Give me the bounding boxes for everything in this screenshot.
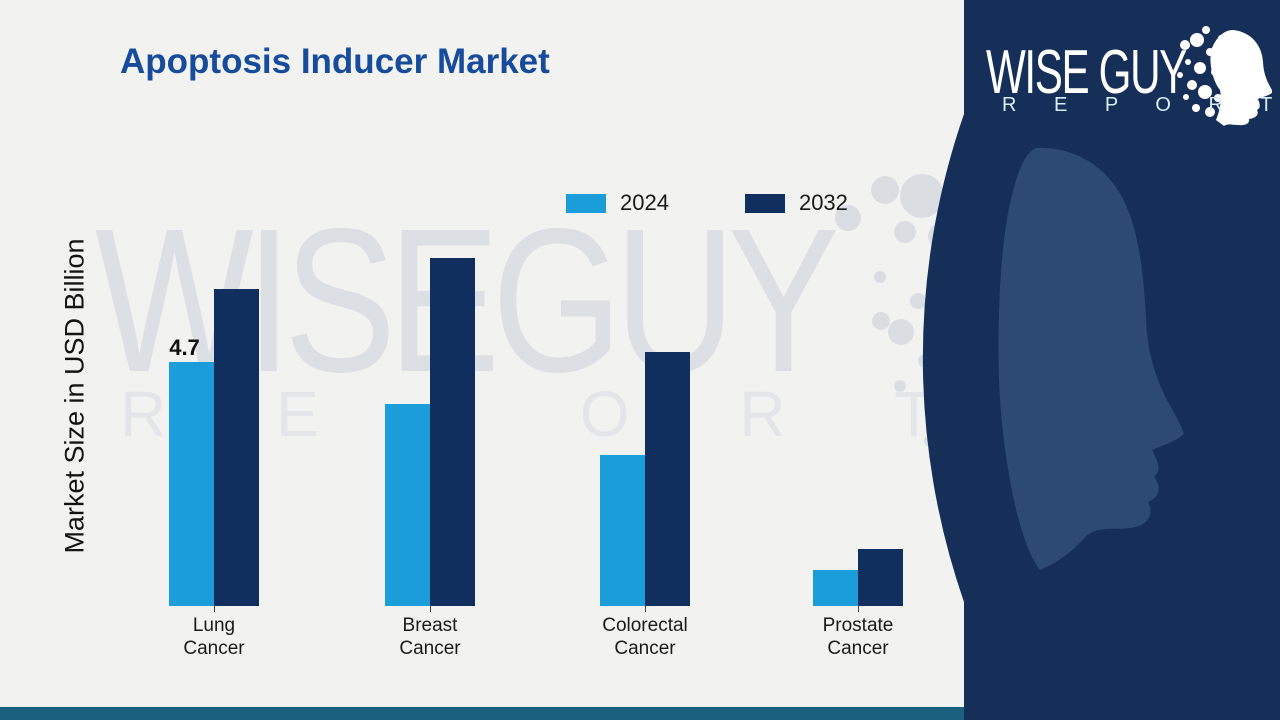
bar-lung-cancer-2024	[169, 362, 214, 606]
bar-colorectal-cancer-2024	[600, 455, 645, 606]
bar-lung-cancer-2032	[214, 289, 259, 606]
x-tick-breast-cancer	[430, 606, 431, 612]
category-label-colorectal-cancer: Colorectal Cancer	[602, 615, 688, 659]
category-label-prostate-cancer: Prostate Cancer	[822, 615, 894, 659]
x-tick-colorectal-cancer	[645, 606, 646, 612]
legend-label-2032: 2032	[798, 190, 848, 215]
legend: 2024 2032	[566, 190, 848, 216]
face-silhouette	[998, 147, 1184, 571]
x-tick-lung-cancer	[214, 606, 215, 612]
chart-title: Apoptosis Inducer Market	[120, 42, 550, 81]
logo-head-icon	[1177, 26, 1272, 126]
bar-breast-cancer-2024	[385, 404, 430, 606]
x-tick-prostate-cancer	[858, 606, 859, 612]
bar-prostate-cancer-2024	[813, 570, 858, 606]
bar-colorectal-cancer-2032	[645, 352, 690, 606]
legend-label-2024: 2024	[620, 190, 669, 215]
logo-subtext: R E P O R T S	[1002, 94, 1280, 116]
bar-value-label-lung-cancer-2024: 4.7	[169, 335, 200, 360]
bottom-teal-bar	[0, 707, 1280, 720]
legend-swatch-2024	[566, 193, 606, 213]
category-label-lung-cancer: Lung Cancer	[183, 615, 245, 659]
bar-breast-cancer-2032	[430, 258, 475, 606]
logo-wordmark: WISE GUY	[986, 38, 1187, 107]
legend-swatch-2032	[744, 193, 785, 213]
category-label-breast-cancer: Breast Cancer	[399, 615, 461, 659]
bar-prostate-cancer-2032	[858, 549, 903, 606]
